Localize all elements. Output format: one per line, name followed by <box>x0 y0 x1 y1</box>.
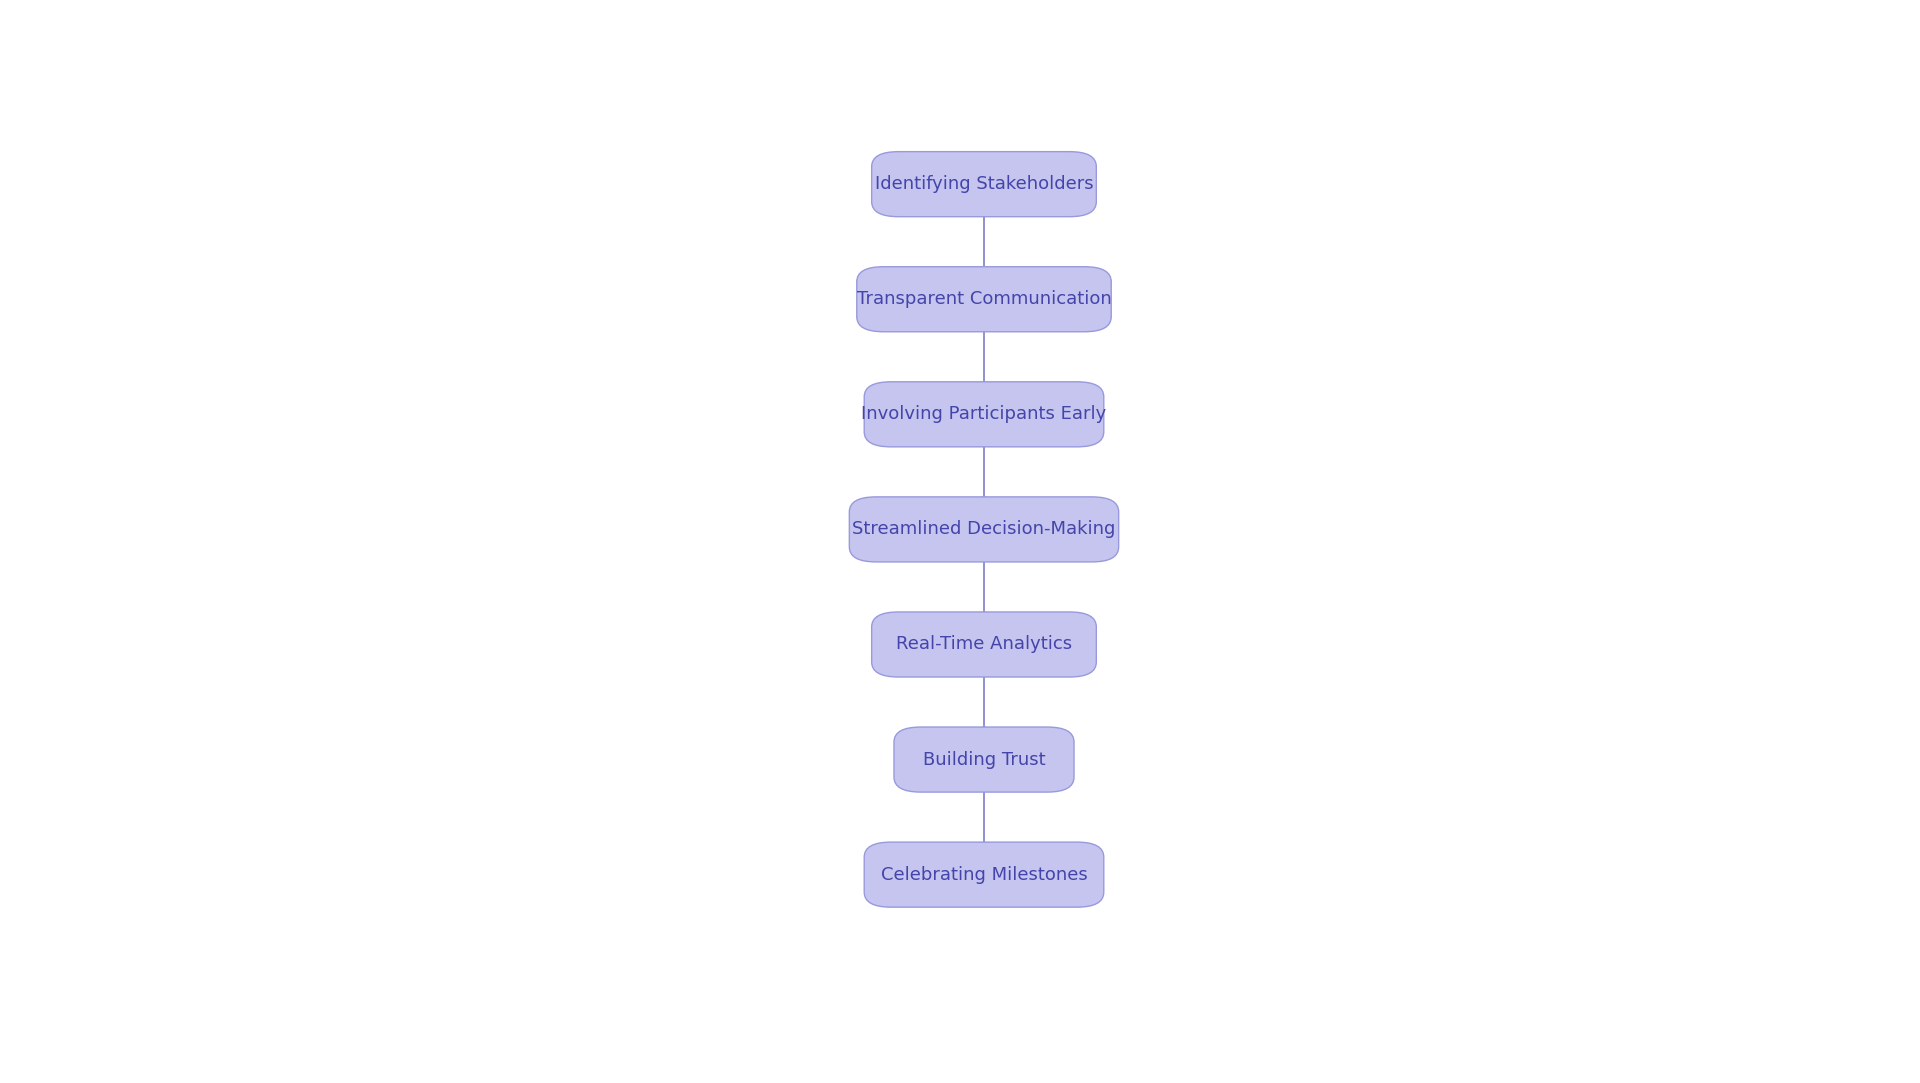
FancyBboxPatch shape <box>872 612 1096 677</box>
FancyBboxPatch shape <box>864 382 1104 447</box>
FancyBboxPatch shape <box>872 152 1096 217</box>
Text: Involving Participants Early: Involving Participants Early <box>862 405 1106 423</box>
Text: Identifying Stakeholders: Identifying Stakeholders <box>876 175 1092 193</box>
Text: Streamlined Decision-Making: Streamlined Decision-Making <box>852 521 1116 538</box>
Text: Celebrating Milestones: Celebrating Milestones <box>881 865 1087 884</box>
FancyBboxPatch shape <box>856 266 1112 331</box>
FancyBboxPatch shape <box>895 727 1073 792</box>
FancyBboxPatch shape <box>849 497 1119 562</box>
Text: Building Trust: Building Trust <box>924 751 1044 769</box>
FancyBboxPatch shape <box>864 843 1104 908</box>
Text: Real-Time Analytics: Real-Time Analytics <box>897 636 1071 653</box>
Text: Transparent Communication: Transparent Communication <box>856 290 1112 309</box>
